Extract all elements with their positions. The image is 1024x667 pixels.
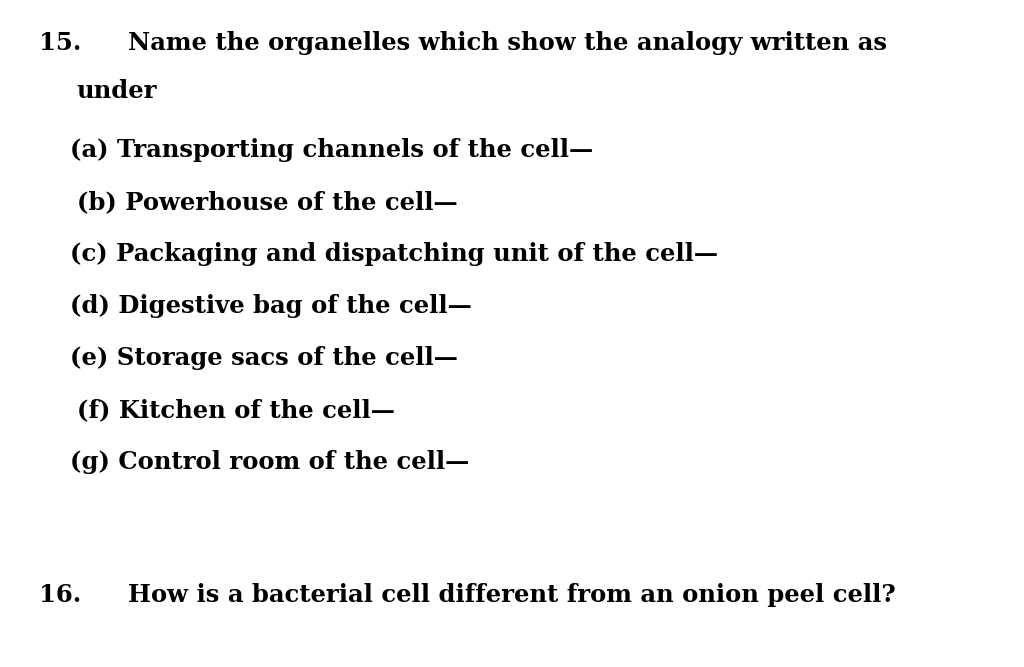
Text: (e) Storage sacs of the cell—: (e) Storage sacs of the cell— [70,346,458,370]
Text: Name the organelles which show the analogy written as: Name the organelles which show the analo… [128,31,887,55]
Text: (c) Packaging and dispatching unit of the cell—: (c) Packaging and dispatching unit of th… [70,242,718,266]
Text: under: under [77,79,158,103]
Text: 16.: 16. [39,583,81,607]
Text: 15.: 15. [39,31,81,55]
Text: (d) Digestive bag of the cell—: (d) Digestive bag of the cell— [70,294,471,318]
Text: (b) Powerhouse of the cell—: (b) Powerhouse of the cell— [77,190,458,214]
Text: (f) Kitchen of the cell—: (f) Kitchen of the cell— [77,398,394,422]
Text: (a) Transporting channels of the cell—: (a) Transporting channels of the cell— [70,138,593,162]
Text: How is a bacterial cell different from an onion peel cell?: How is a bacterial cell different from a… [128,583,896,607]
Text: (g) Control room of the cell—: (g) Control room of the cell— [70,450,469,474]
